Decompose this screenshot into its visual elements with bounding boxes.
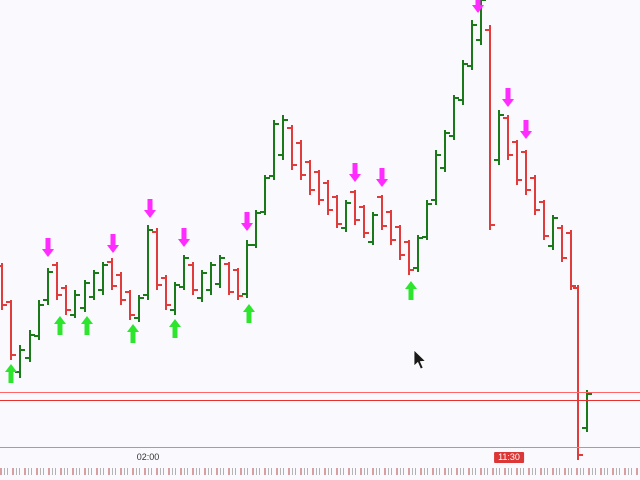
time-axis-label-current: 11:30 (494, 452, 524, 463)
mouse-cursor-icon (413, 349, 427, 370)
time-axis-label: 02:00 (136, 452, 160, 462)
time-axis-minor-labels (0, 468, 640, 475)
